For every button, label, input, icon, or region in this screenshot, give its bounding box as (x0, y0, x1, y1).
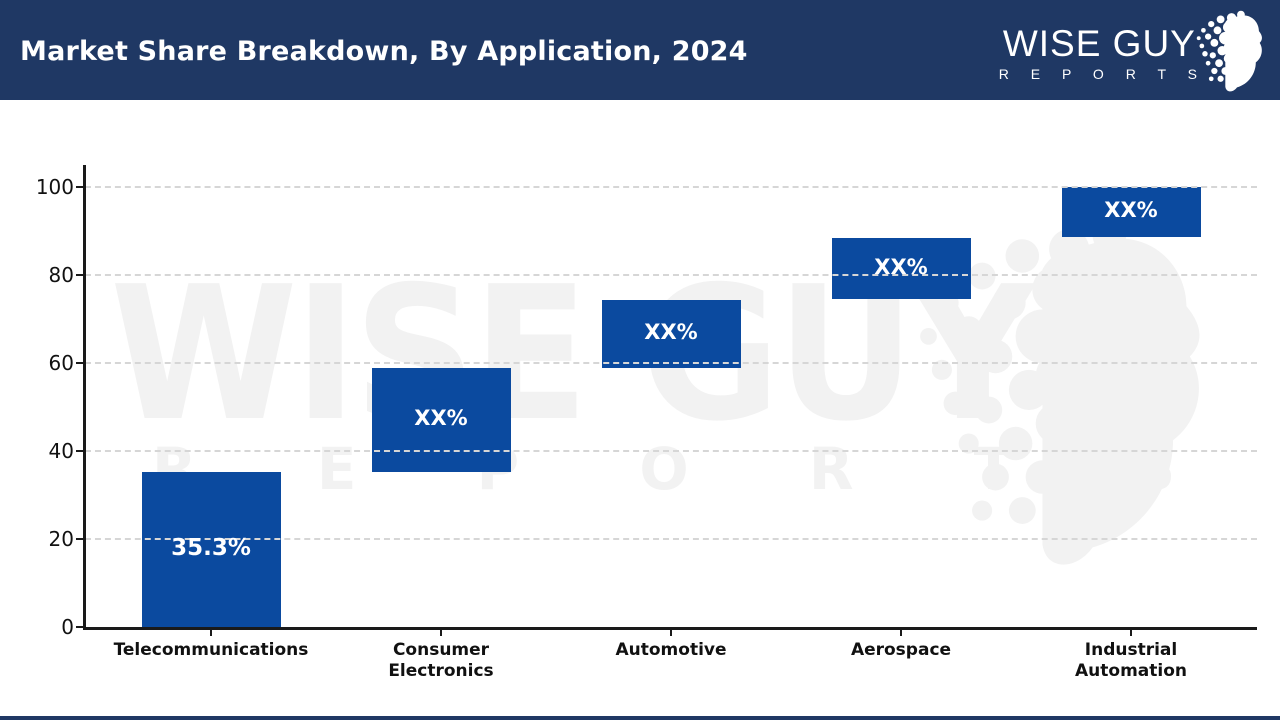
y-tick-label: 20 (48, 527, 74, 551)
x-tick-label: Industrial Automation (1075, 640, 1187, 681)
bar-value-label: XX% (644, 320, 698, 345)
brand-logo: WISE GUY R E P O R T S (993, 10, 1270, 96)
y-tick-label: 0 (61, 615, 74, 639)
grid-line (85, 362, 1257, 364)
bar (831, 238, 971, 299)
x-tick-label: Telecommunications (113, 640, 309, 660)
bar-value-label: XX% (874, 254, 928, 279)
y-tick-mark (76, 538, 85, 540)
grid-line (85, 186, 1257, 188)
y-tick-mark (76, 450, 85, 452)
y-tick-label: 60 (48, 351, 74, 375)
page-title: Market Share Breakdown, By Application, … (20, 36, 748, 67)
y-tick-mark (76, 626, 85, 628)
y-tick-label: 40 (48, 439, 74, 463)
x-tick-mark (440, 628, 442, 636)
x-axis-spine (83, 627, 1257, 630)
bar (601, 300, 741, 369)
bar (141, 471, 281, 627)
brand-face-icon (1196, 10, 1262, 92)
x-tick-mark (670, 628, 672, 636)
header-bar: Market Share Breakdown, By Application, … (0, 0, 1280, 100)
footer-accent-strip (0, 716, 1280, 720)
brand-subtitle: R E P O R T S (998, 66, 1206, 82)
grid-line (85, 450, 1257, 452)
x-tick-label: Automotive (615, 640, 727, 660)
x-tick-label: Aerospace (850, 640, 952, 660)
y-tick-mark (76, 186, 85, 188)
y-tick-mark (76, 362, 85, 364)
bar (1061, 187, 1201, 238)
chart-plot-area: 0 20 40 60 80 100 35.3% Telecommunications XX% Co… (0, 100, 1280, 716)
y-tick-label: 80 (48, 263, 74, 287)
x-tick-mark (210, 628, 212, 636)
y-tick-label: 100 (35, 175, 74, 199)
bar-value-label: XX% (1104, 198, 1158, 223)
x-tick-label: Consumer Electronics (388, 640, 494, 681)
bar-value-label: 35.3% (171, 535, 251, 562)
y-axis-spine (83, 165, 86, 630)
bar (371, 368, 511, 472)
x-tick-mark (1130, 628, 1132, 636)
y-tick-mark (76, 274, 85, 276)
grid-line (85, 274, 1257, 276)
grid-line (85, 538, 1257, 540)
brand-name: WISE GUY (1002, 23, 1196, 64)
brand-logo-text: WISE GUY R E P O R T S (993, 25, 1206, 81)
bar-value-label: XX% (414, 405, 468, 430)
x-tick-mark (900, 628, 902, 636)
